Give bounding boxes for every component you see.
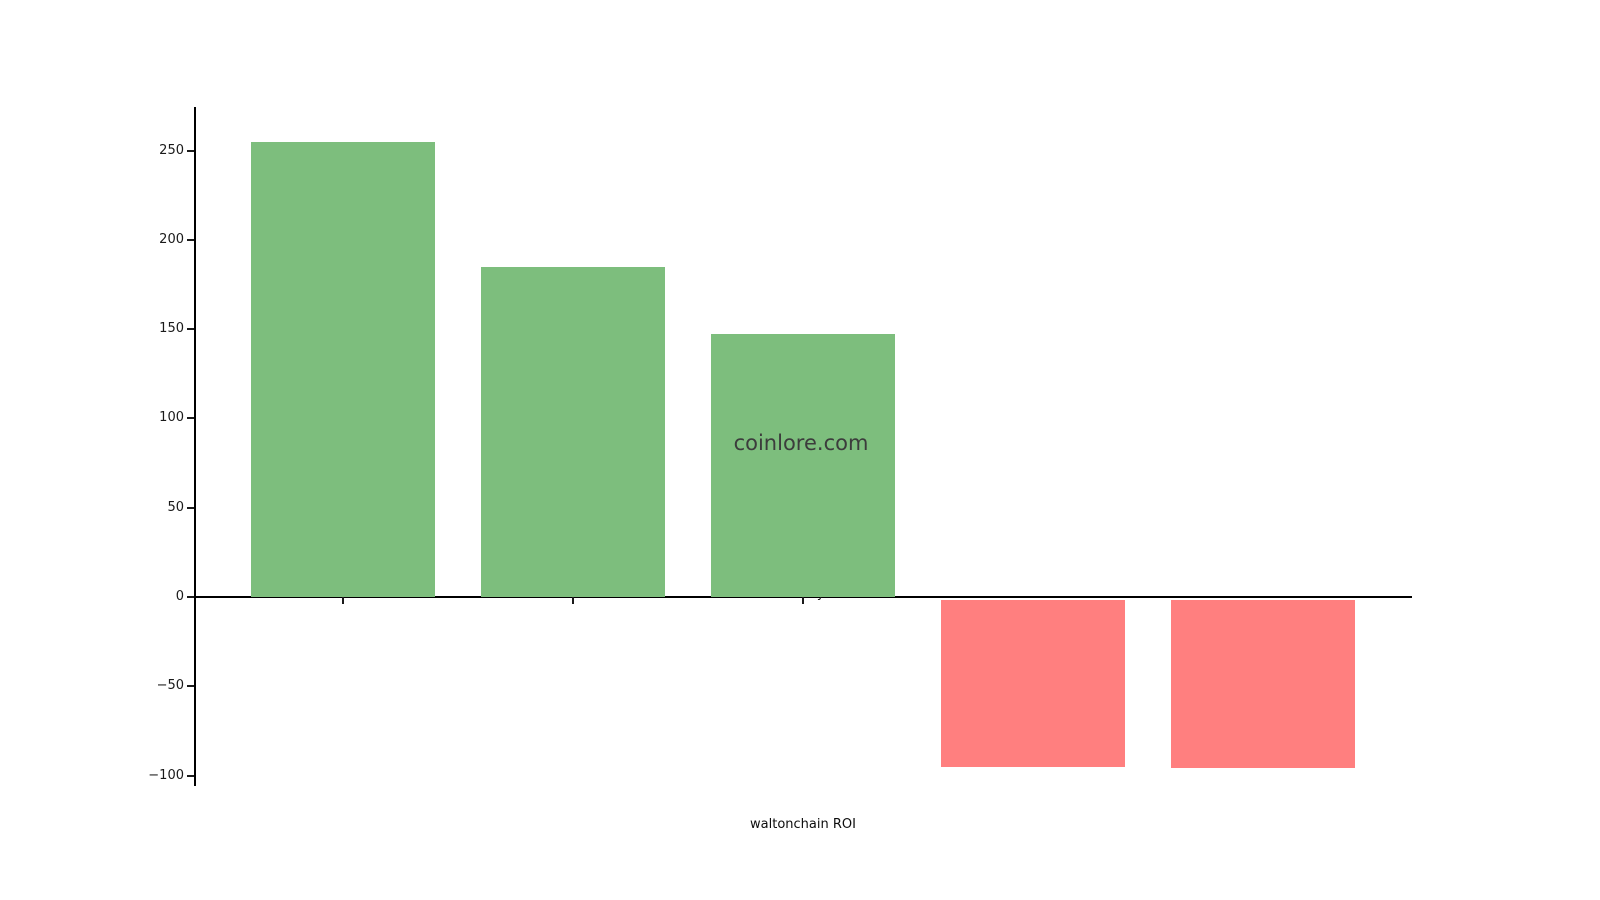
y-tick-mark: [187, 596, 194, 598]
chart-title: waltonchain ROI: [750, 817, 856, 832]
bar-negative-4: [1171, 600, 1355, 769]
y-tick-mark: [187, 417, 194, 420]
y-tick-label: 200: [159, 231, 184, 247]
y-tick-label: −50: [156, 678, 184, 694]
watermark: coinlore.com: [733, 431, 869, 455]
y-tick-label: 250: [159, 142, 184, 158]
bar-roi-3m: [481, 266, 665, 597]
y-tick-label: 150: [159, 321, 184, 337]
x-tick-mark: [572, 597, 574, 604]
y-tick-mark: [187, 685, 194, 688]
y-axis-line: [194, 107, 196, 786]
y-tick-mark: [187, 149, 194, 152]
y-tick-label: 0: [175, 589, 184, 604]
y-tick-label: −100: [148, 767, 184, 783]
bar-roi-1y: [711, 334, 895, 597]
y-tick-mark: [187, 774, 194, 777]
x-tick-mark: [802, 597, 804, 604]
bar-roi-1m: [251, 141, 435, 597]
y-tick-mark: [187, 238, 194, 241]
bar-negative-3: [941, 600, 1125, 767]
y-tick-label: 50: [167, 499, 184, 515]
y-tick-label: 100: [159, 410, 184, 426]
y-tick-mark: [187, 328, 194, 331]
x-tick-mark: [342, 597, 344, 604]
y-tick-mark: [187, 506, 194, 509]
